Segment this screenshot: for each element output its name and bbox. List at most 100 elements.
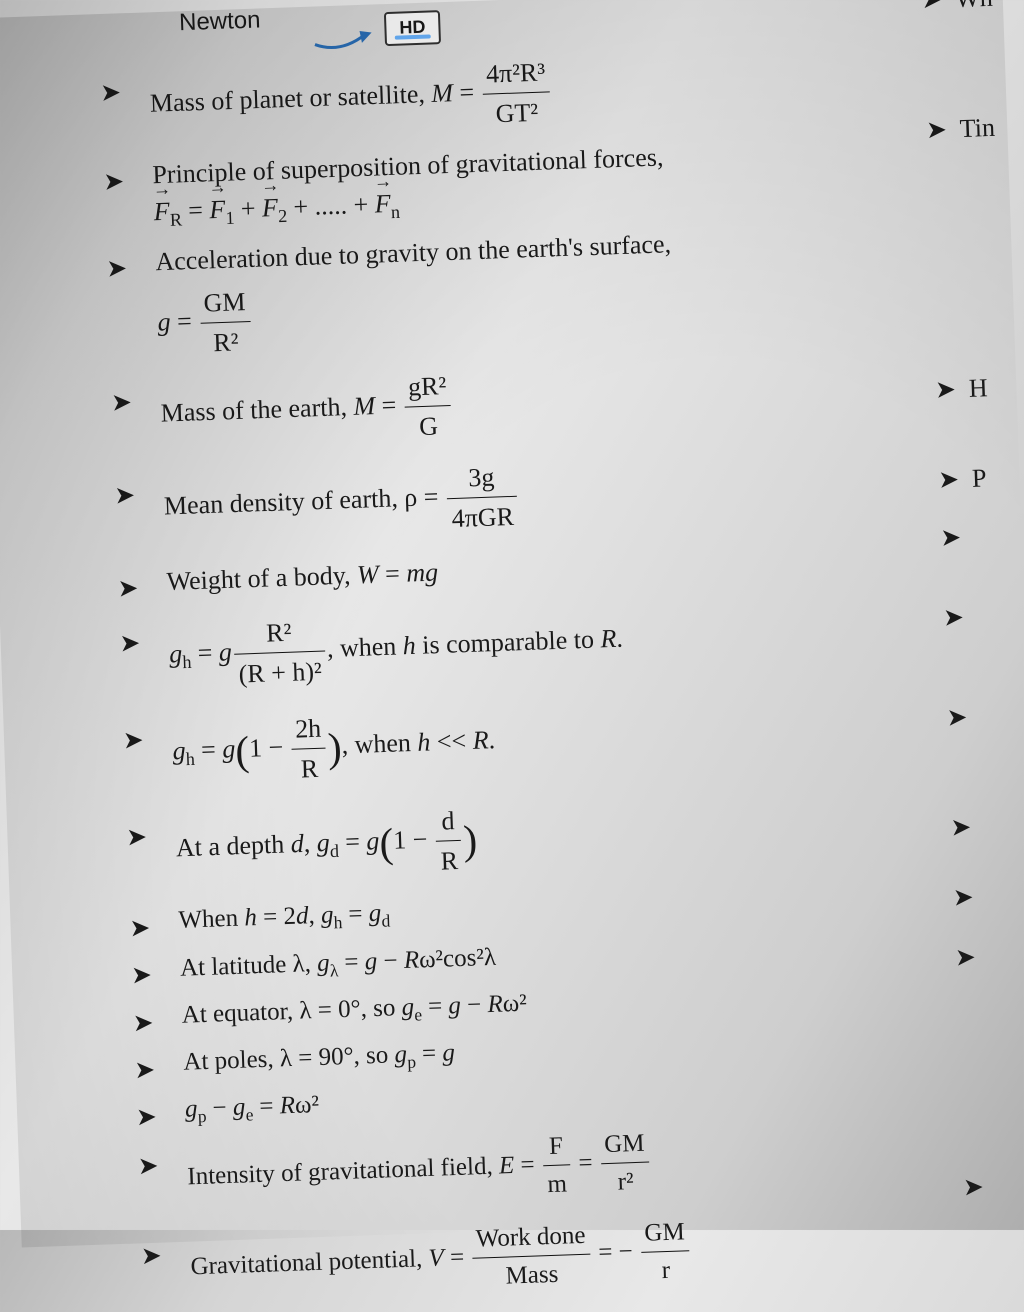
right-margin-item: ➤ <box>944 604 977 631</box>
text-run: = <box>378 559 407 589</box>
fraction: Work doneMass <box>471 1216 591 1296</box>
bullet-marker-icon: ➤ <box>130 911 150 945</box>
text-run: = <box>514 1151 542 1179</box>
italic-symbol: g <box>366 827 380 856</box>
italic-symbol: M <box>353 392 376 422</box>
fraction: 4π²R³GT² <box>481 52 551 133</box>
italic-symbol: d <box>295 903 308 930</box>
fraction: 2hR <box>290 709 327 789</box>
vector-symbol: F <box>209 190 226 230</box>
right-margin-item: ➤Wh <box>922 0 993 15</box>
text-run: Mass of the earth, <box>160 392 354 428</box>
subscript: n <box>391 202 401 222</box>
italic-symbol: g <box>401 994 414 1021</box>
text-run: = <box>170 307 199 337</box>
italic-symbol: g <box>222 735 236 764</box>
bullet-marker-icon: ➤ <box>138 1149 158 1183</box>
text-run: = <box>191 638 220 668</box>
fraction-numerator: R² <box>233 612 325 655</box>
text-run: = <box>194 735 223 765</box>
fraction-denominator: R <box>292 749 327 789</box>
right-margin-label: Wh <box>955 0 994 14</box>
text-run: , when <box>326 632 403 664</box>
right-margin-label: Tin <box>959 113 995 144</box>
text-run: Mass of planet or satellite, <box>149 79 431 118</box>
fraction-denominator: (R + h)² <box>234 652 326 694</box>
vector-symbol: F <box>153 192 170 232</box>
fraction-numerator: d <box>435 801 462 842</box>
italic-symbol: V <box>428 1244 444 1272</box>
italic-symbol: g <box>172 736 186 765</box>
italic-symbol: R <box>279 1092 295 1120</box>
text-run: = <box>453 77 482 107</box>
right-margin-item: ➤ <box>941 524 974 551</box>
italic-symbol: R <box>472 726 489 756</box>
text-run: . <box>488 726 496 755</box>
fraction-numerator: GM <box>600 1124 650 1164</box>
italic-symbol: g <box>218 638 232 667</box>
fraction-denominator: m <box>543 1166 572 1204</box>
right-margin-item: ➤Tin <box>927 113 996 145</box>
bullet-marker-icon: ➤ <box>112 385 132 419</box>
fraction-denominator: r <box>641 1251 691 1290</box>
fraction-numerator: Work done <box>471 1216 590 1259</box>
text-run: = <box>415 1040 443 1068</box>
formula-row: ➤Intensity of gravitational field, E = F… <box>138 1112 1004 1218</box>
italic-symbol: g <box>394 1041 407 1068</box>
text-run: 1 − <box>393 825 435 855</box>
formula-row: ➤gh = g(1 − 2hR), when h << R. <box>123 686 989 795</box>
text-run: << <box>430 726 473 756</box>
bullet-marker-icon: ➤ <box>944 604 963 631</box>
italic-symbol: g <box>317 949 330 976</box>
formula-row: ➤Mass of the earth, M = gR²G <box>111 348 977 457</box>
text-run: Intensity of gravitational field, <box>187 1152 499 1190</box>
text-run: When <box>178 905 245 934</box>
italic-symbol: g <box>169 639 183 668</box>
italic-symbol: mg <box>406 558 439 588</box>
bullet-marker-icon: ➤ <box>951 814 970 841</box>
italic-symbol: g <box>442 1040 455 1067</box>
formula-row: ➤At a depth d, gd = g(1 − dR) <box>127 783 993 892</box>
right-margin-label: P <box>971 463 987 493</box>
text-run: At equator, λ = 0°, so <box>181 994 402 1029</box>
text-run: , <box>303 829 317 858</box>
bullet-marker-icon: ➤ <box>956 944 975 971</box>
fraction: 3g4πGR <box>446 457 519 538</box>
bullet-marker-icon: ➤ <box>947 704 966 731</box>
fraction-denominator: Mass <box>472 1255 591 1297</box>
italic-symbol: R <box>600 624 617 654</box>
text-run: . <box>616 624 624 653</box>
italic-symbol: g <box>316 828 330 857</box>
text-run: ω² <box>295 1092 320 1120</box>
fraction: GMr <box>640 1213 691 1291</box>
fraction: R²(R + h)² <box>233 612 327 694</box>
italic-symbol: g <box>157 308 171 337</box>
text-run: = <box>338 948 366 976</box>
text-run: = <box>253 1093 281 1121</box>
text-run: = <box>443 1243 471 1271</box>
text-run: ω² <box>502 990 527 1018</box>
fraction-denominator: 4πGR <box>447 497 519 538</box>
text-run: = <box>421 992 449 1020</box>
italic-symbol: R <box>487 991 503 1019</box>
right-margin-item: ➤ <box>947 704 980 731</box>
text-run: 1 − <box>249 733 291 763</box>
text-run: , <box>308 902 321 929</box>
fraction-numerator: gR² <box>403 367 451 409</box>
italic-symbol: g <box>320 902 333 929</box>
subscript: d <box>381 911 390 931</box>
fraction-numerator: 3g <box>446 457 518 499</box>
text-run: − <box>460 991 488 1019</box>
italic-symbol: h <box>417 728 431 757</box>
right-margin-item: ➤ <box>964 1173 997 1200</box>
fraction-denominator: R² <box>200 322 251 363</box>
italic-symbol: h <box>402 631 416 660</box>
text-run: is comparable to <box>415 625 601 660</box>
text-run: = − <box>592 1237 640 1266</box>
text-run: Mean density of earth, ρ = <box>163 482 445 521</box>
text-run: Gravitational potential, <box>190 1245 429 1280</box>
text-run: At a depth <box>175 830 291 863</box>
fraction: Fm <box>542 1127 572 1204</box>
text-run: + ..... + <box>286 190 375 222</box>
formula-row: ➤Gravitational potential, V = Work doneM… <box>141 1202 1007 1308</box>
